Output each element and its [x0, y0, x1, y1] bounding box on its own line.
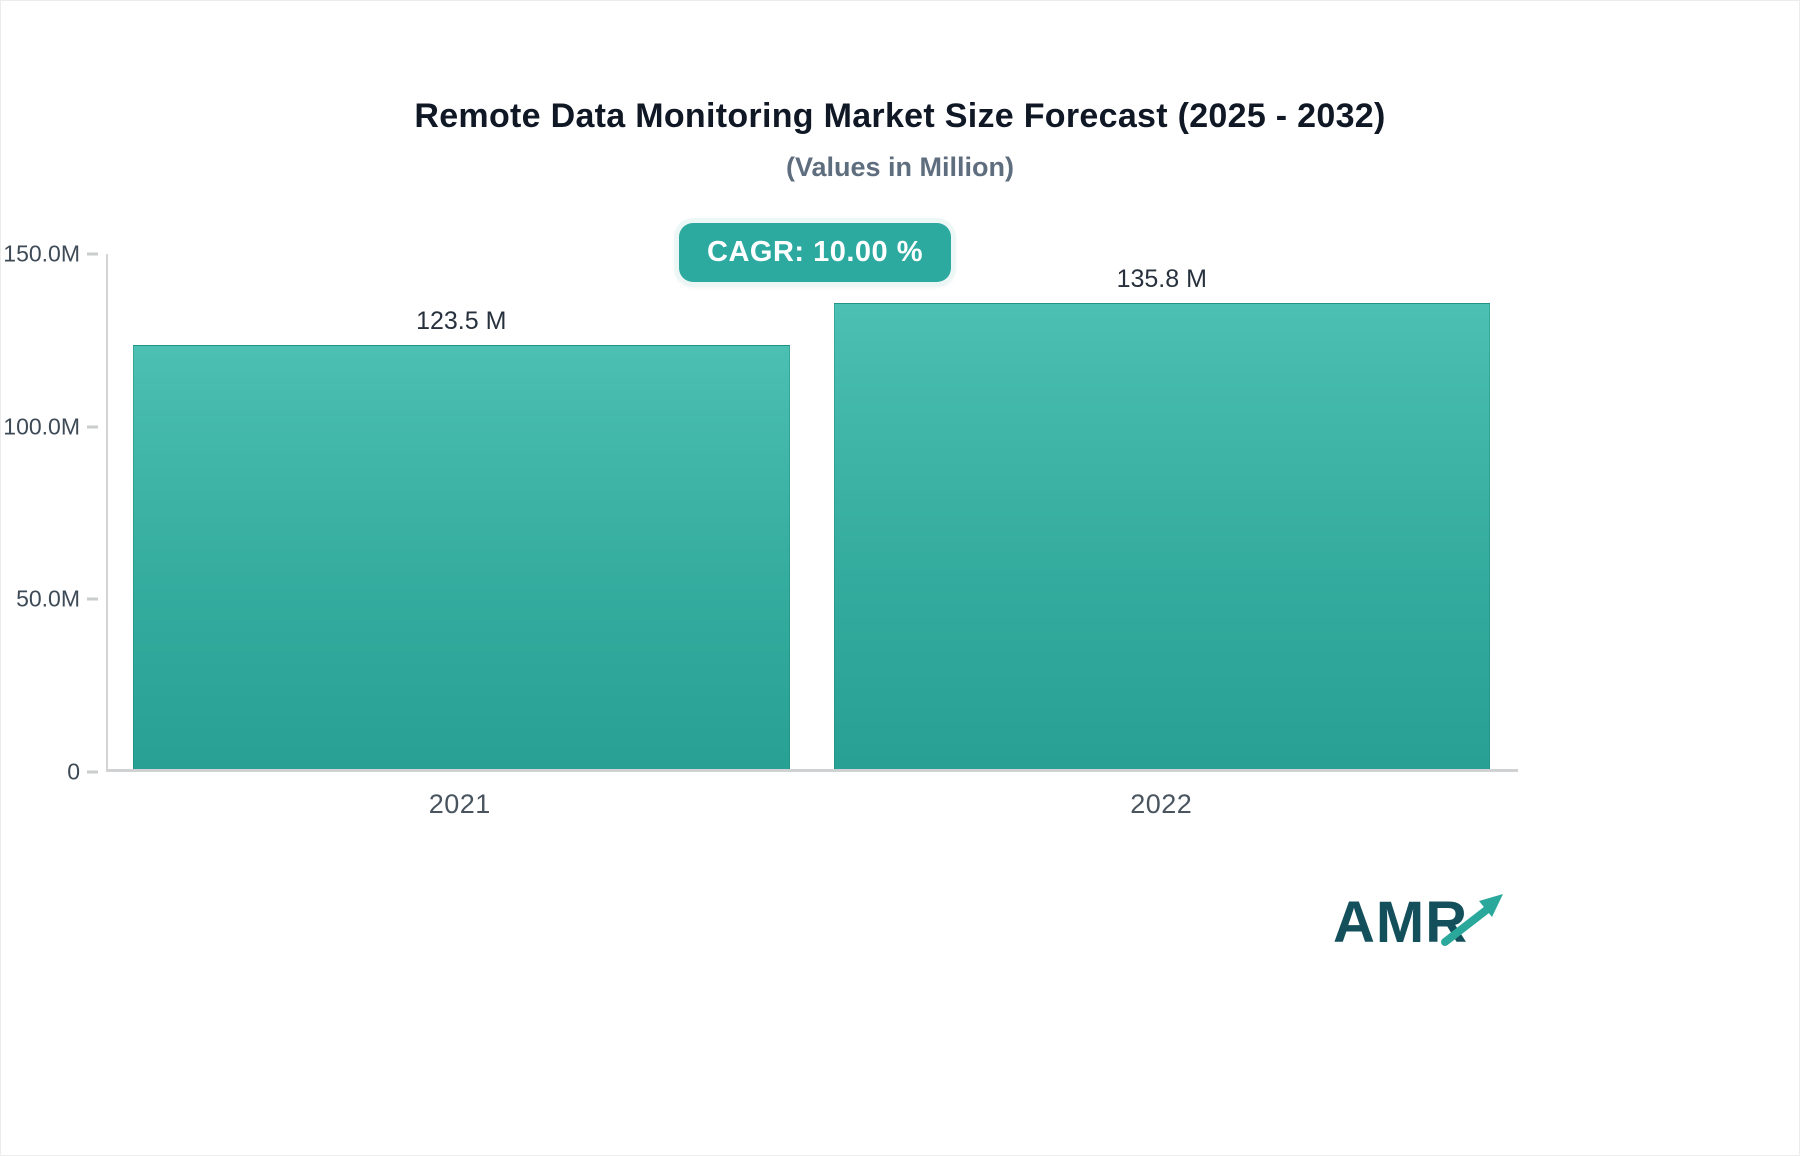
bar-group-2021: 123.5 M [133, 254, 790, 769]
x-axis: 2021 2022 [106, 789, 1518, 820]
bar-value-label: 135.8 M [1116, 264, 1207, 293]
bar-2022 [833, 302, 1490, 769]
y-axis-label-text: 150.0M [3, 240, 80, 267]
y-axis-tick-mark [87, 425, 98, 429]
bar-chart: 150.0M 100.0M 50.0M 0 123.5 M 135.8 M 2021 20… [3, 241, 1518, 819]
amr-logo-arrow-icon [1441, 894, 1503, 946]
y-axis-tick-mark [87, 252, 98, 256]
bar-value-label: 123.5 M [416, 306, 507, 335]
chart-title: Remote Data Monitoring Market Size Forec… [414, 97, 1386, 135]
y-axis-label-text: 0 [67, 758, 80, 785]
plot-area: 123.5 M 135.8 M [106, 254, 1518, 772]
y-axis-label-text: 50.0M [16, 585, 80, 612]
y-axis-label: 50.0M [16, 586, 98, 613]
cagr-badge: CAGR: 10.00 % [679, 223, 952, 282]
amr-logo: AMR [1333, 894, 1513, 964]
x-axis-label-2022: 2022 [1130, 789, 1193, 819]
x-axis-label-2021: 2021 [428, 789, 491, 819]
bar-2021 [133, 344, 790, 769]
bar-group-2022: 135.8 M [833, 254, 1490, 769]
chart-subtitle: (Values in Million) [785, 152, 1015, 182]
y-axis-label: 0 [67, 759, 98, 786]
y-axis-tick-mark [87, 770, 98, 774]
y-axis-label: 150.0M [3, 241, 98, 268]
y-axis-tick-mark [87, 597, 98, 601]
y-axis-label: 100.0M [3, 413, 98, 440]
y-axis: 150.0M 100.0M 50.0M 0 [1, 241, 98, 785]
y-axis-label-text: 100.0M [3, 413, 80, 440]
